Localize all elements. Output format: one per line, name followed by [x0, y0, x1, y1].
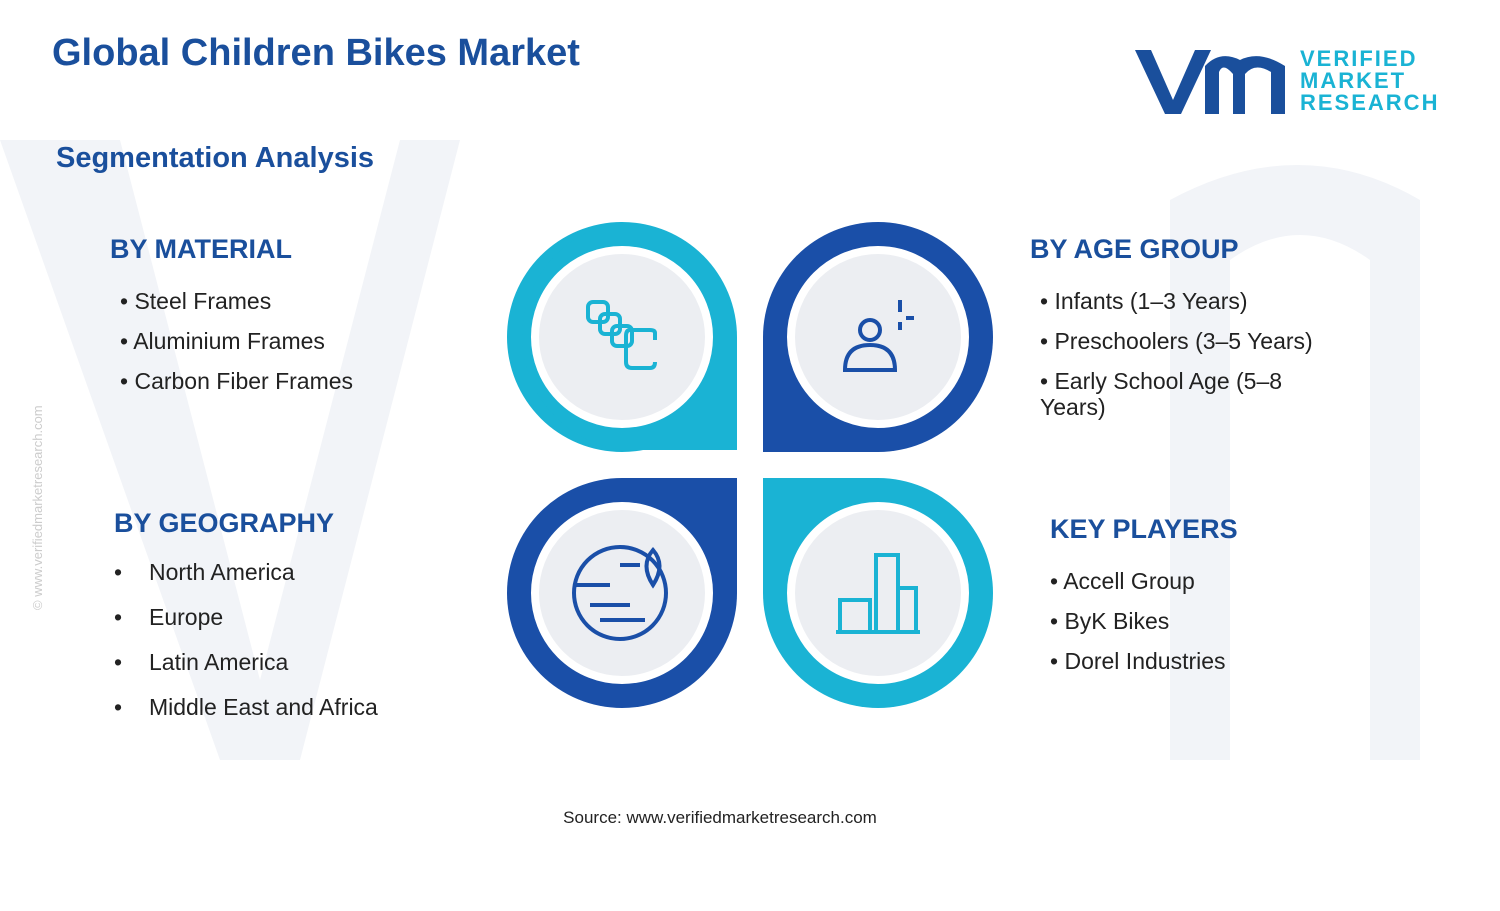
segment-item: Carbon Fiber Frames: [120, 368, 353, 394]
segment-list: Accell Group ByK Bikes Dorel Industries: [1050, 568, 1226, 688]
logo: VERIFIED MARKET RESEARCH: [1300, 48, 1439, 114]
subtitle: Segmentation Analysis: [56, 142, 375, 174]
segment-item: North America: [114, 559, 378, 585]
segment-item: Europe: [114, 604, 378, 630]
segment-item: ByK Bikes: [1050, 608, 1226, 634]
segment-item: Dorel Industries: [1050, 648, 1225, 674]
watermark: © www.verifiedmarketresearch.com: [30, 405, 45, 610]
segment-item: Aluminium Frames: [120, 328, 353, 354]
quadrants: [507, 222, 993, 708]
segment-item: Early School Age (5–8 Years): [1040, 368, 1340, 420]
title: Global Children Bikes Market: [52, 32, 580, 74]
segment-heading: KEY PLAYERS: [1050, 514, 1238, 544]
segment-item: Infants (1–3 Years): [1040, 288, 1340, 314]
segment-heading: BY AGE GROUP: [1030, 234, 1239, 264]
logo-text: VERIFIED: [1300, 46, 1418, 71]
source: Source: www.verifiedmarketresearch.com: [563, 808, 877, 827]
segment-heading: BY MATERIAL: [110, 234, 292, 264]
segment-item: Latin America: [114, 649, 378, 675]
segment-item: Middle East and Africa: [114, 694, 378, 720]
segment-item: Accell Group: [1050, 568, 1226, 594]
segment-heading: BY GEOGRAPHY: [114, 508, 335, 538]
logo-text: RESEARCH: [1300, 90, 1440, 115]
segment-list: North America Europe Latin America Middle E…: [114, 559, 378, 739]
segment-list: Infants (1–3 Years) Preschoolers (3–5 Yea…: [1040, 288, 1340, 434]
segment-item: Preschoolers (3–5 Years): [1040, 328, 1340, 354]
segment-item: Steel Frames: [120, 288, 353, 314]
logo-text: MARKET: [1300, 68, 1407, 93]
icons: [586, 300, 657, 370]
segment-list: Steel Frames Aluminium Frames Carbon Fiber…: [120, 288, 353, 408]
